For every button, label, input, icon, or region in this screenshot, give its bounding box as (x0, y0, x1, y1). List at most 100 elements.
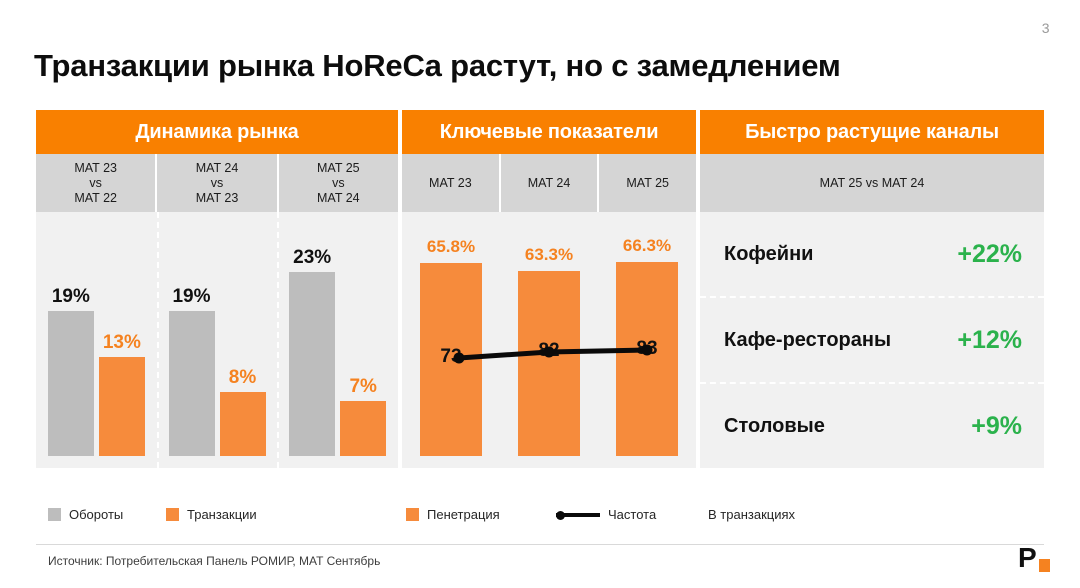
bottom-edge-rule (0, 584, 1080, 588)
subheader-line: MAT 23 (74, 160, 117, 175)
bar-oboroty (289, 272, 336, 456)
bar-value-label: 13% (102, 332, 141, 353)
subheader-line: MAT 25 vs MAT 24 (819, 175, 925, 190)
channel-value: +12% (957, 325, 1022, 354)
bar-column-tranzakcii: 8% (219, 212, 266, 456)
bar-group: 23% 7% (277, 212, 398, 468)
subheader-cell: MAT 23 vs MAT 22 (36, 154, 158, 212)
channel-name: Кафе-рестораны (724, 328, 892, 351)
logo-accent-square-icon (1039, 559, 1050, 572)
list-item: Кафе-рестораны +12% (700, 296, 1044, 382)
bar-column-tranzakcii: 7% (340, 212, 387, 456)
kpi-group: 65.8% 73 (402, 212, 500, 468)
top-edge-rule (0, 0, 1080, 4)
bar-oboroty (168, 311, 215, 456)
source-note: Источник: Потребительская Панель РОМИР, … (48, 554, 381, 568)
legend-item-tranzakcii: Транзакции (166, 507, 257, 522)
channel-name: Кофейни (724, 242, 814, 265)
chart-legend: Обороты Транзакции Пенетрация Частота В … (36, 503, 1044, 529)
subheader-line: MAT 24 (317, 190, 360, 205)
panel-header-key-metrics: Ключевые показатели (402, 110, 696, 154)
legend-item-v-tranzakciyah: В транзакциях (708, 507, 795, 522)
subheader-line: MAT 24 (195, 160, 239, 175)
kpi-group-container: 65.8% 73 63.3% 82 66.3% 83 (402, 212, 696, 468)
legend-label: Частота (608, 507, 657, 522)
subheader-line: MAT 25 (317, 160, 360, 175)
list-item: Столовые +9% (700, 382, 1044, 468)
subheader-line: MAT 23 (195, 190, 239, 205)
bar-tranzakcii (340, 401, 387, 456)
bar-oboroty (47, 311, 94, 456)
legend-label: В транзакциях (708, 507, 796, 522)
bar-group: 19% 13% (36, 212, 157, 468)
bar-tranzakcii (98, 357, 145, 456)
legend-label: Транзакции (187, 507, 257, 522)
bar-value-label: 19% (51, 286, 90, 307)
legend-label: Пенетрация (427, 507, 500, 522)
panel-market-dynamics: Динамика рынка MAT 23 vs MAT 22 MAT 24 v… (36, 110, 398, 468)
subheader-row-market-dynamics: MAT 23 vs MAT 22 MAT 24 vs MAT 23 MAT 25… (36, 154, 398, 212)
channel-value: +9% (971, 411, 1022, 440)
bar-group-container: 19% 13% 19% 8% (36, 212, 398, 468)
subheader-line: vs (332, 175, 345, 190)
list-item: Кофейни +22% (700, 212, 1044, 296)
bar-group: 19% 8% (156, 212, 278, 468)
subheader-cell: MAT 23 (402, 154, 501, 212)
bar-penetraciya: 65.8% 73 (420, 237, 482, 456)
bar-value-label: 8% (228, 367, 257, 388)
legend-line-icon (556, 508, 600, 521)
subheader-cell: MAT 24 (501, 154, 600, 212)
channel-name: Столовые (724, 414, 825, 437)
bar-column-tranzakcii: 13% (98, 212, 145, 456)
subheader-cell: MAT 25 vs MAT 24 (700, 154, 1044, 212)
subheader-cell: MAT 25 (599, 154, 696, 212)
list-growing-channels: Кофейни +22% Кафе-рестораны +12% Столовы… (700, 212, 1044, 468)
bar-value-label: 7% (349, 376, 377, 397)
subheader-line: vs (210, 175, 224, 190)
kpi-group: 66.3% 83 (598, 212, 696, 468)
subheader-line: MAT 24 (527, 175, 571, 190)
chart-key-metrics: 65.8% 73 63.3% 82 66.3% 83 (402, 212, 696, 468)
page-title: Транзакции рынка HoReCa растут, но с зам… (34, 48, 841, 83)
subheader-line: MAT 22 (74, 190, 117, 205)
bar-penetraciya: 63.3% 82 (518, 245, 580, 456)
logo-letter: Р (1018, 542, 1037, 573)
bar-value-label: 23% (293, 247, 332, 268)
legend-swatch-icon (48, 508, 61, 521)
panel-key-metrics: Ключевые показатели MAT 23 MAT 24 MAT 25… (402, 110, 696, 468)
bar-value-label: 66.3% (622, 236, 672, 255)
legend-item-oboroty: Обороты (48, 507, 123, 522)
bar-value-label: 65.8% (426, 237, 476, 256)
legend-item-penetraciya: Пенетрация (406, 507, 500, 522)
subheader-line: MAT 25 (626, 175, 669, 190)
footer-divider (36, 544, 1044, 545)
panel-growing-channels: Быстро растущие каналы MAT 25 vs MAT 24 … (700, 110, 1044, 468)
legend-label: Обороты (69, 507, 124, 522)
bar-column-oboroty: 19% (168, 212, 215, 456)
romir-logo: Р (1018, 544, 1052, 574)
subheader-row-growing-channels: MAT 25 vs MAT 24 (700, 154, 1044, 212)
line-point-label: 82 (538, 340, 560, 361)
bar-column-oboroty: 23% (289, 212, 336, 456)
subheader-cell: MAT 25 vs MAT 24 (279, 154, 398, 212)
panel-header-growing-channels: Быстро растущие каналы (700, 110, 1044, 154)
bar-tranzakcii (219, 392, 266, 456)
line-point-label: 83 (636, 338, 658, 359)
panel-header-market-dynamics: Динамика рынка (36, 110, 398, 154)
bar-value-label: 63.3% (524, 245, 574, 264)
legend-item-chastota: Частота (556, 507, 656, 522)
bar-penetraciya: 66.3% 83 (616, 236, 678, 456)
legend-swatch-icon (166, 508, 179, 521)
subheader-cell: MAT 24 vs MAT 23 (157, 154, 279, 212)
kpi-group: 63.3% 82 (500, 212, 598, 468)
subheader-row-key-metrics: MAT 23 MAT 24 MAT 25 (402, 154, 696, 212)
legend-swatch-icon (406, 508, 419, 521)
line-point-label: 73 (440, 346, 462, 367)
bar-column-oboroty: 19% (47, 212, 94, 456)
chart-market-dynamics: 19% 13% 19% 8% (36, 212, 398, 468)
subheader-line: vs (89, 175, 102, 190)
bar-value-label: 19% (172, 286, 211, 307)
subheader-line: MAT 23 (429, 175, 472, 190)
channel-value: +22% (957, 239, 1022, 268)
